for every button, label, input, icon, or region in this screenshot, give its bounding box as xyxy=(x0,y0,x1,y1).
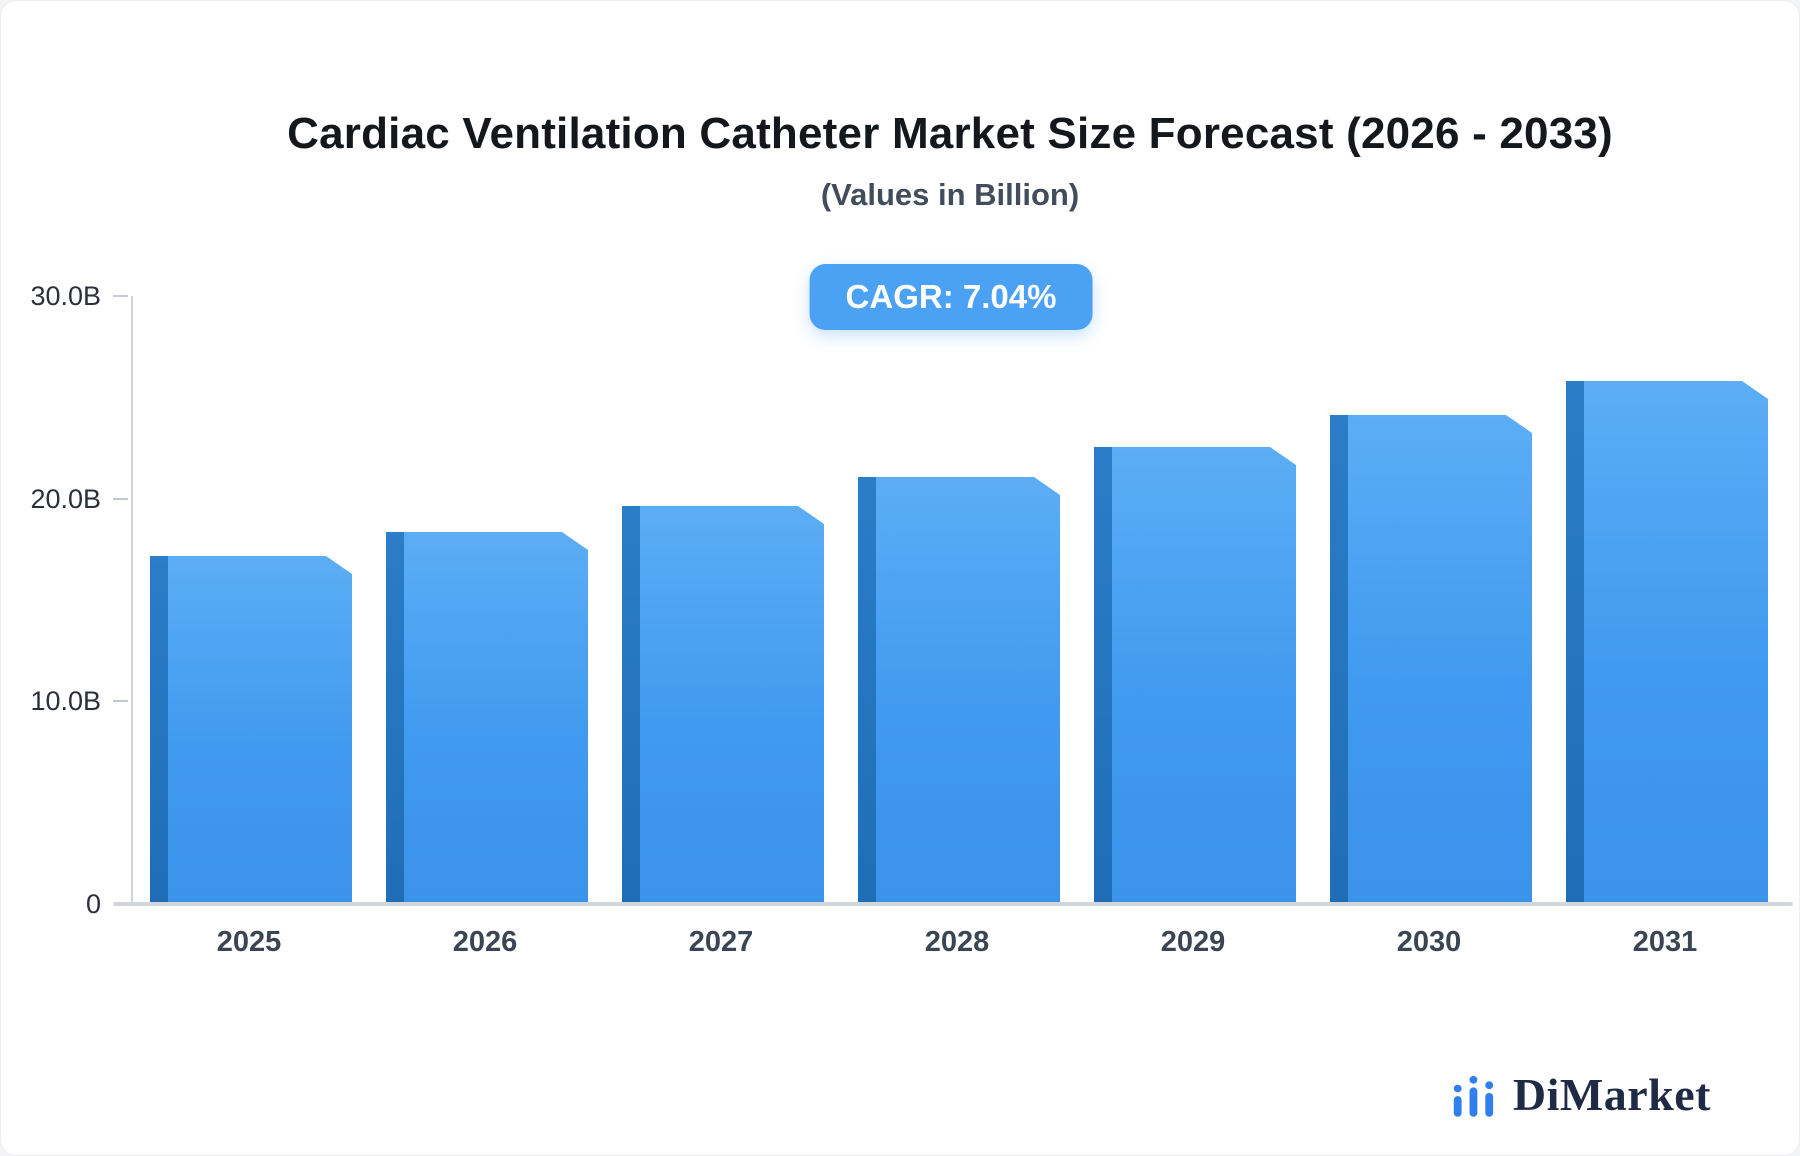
bar-2030: 24.11 B xyxy=(1330,415,1532,904)
bar-2027: 19.66 B xyxy=(622,506,824,904)
bar-columns: 17.16 B 18.37 B 19.66 B 21.05 B 22.53 B 24.11… xyxy=(133,296,1785,904)
bar-value-label: 18.37 B xyxy=(436,485,538,517)
x-axis-labels: 2025 2026 2027 2028 2029 2030 2031 xyxy=(131,926,1783,959)
x-axis-label: 2025 xyxy=(216,926,282,958)
bar-value-label: 19.66 B xyxy=(672,459,774,491)
cagr-badge: CAGR: 7.04% xyxy=(809,264,1093,330)
brand-name: DiMarket xyxy=(1512,1069,1711,1120)
bar-2025: 17.16 B xyxy=(150,556,352,904)
bar-column: 24.11 B xyxy=(1313,296,1549,904)
chart-title: Cardiac Ventilation Catheter Market Size… xyxy=(287,109,1613,158)
chart-subtitle: (Values in Billion) xyxy=(820,177,1080,212)
x-axis-line xyxy=(113,902,1793,906)
x-axis-label: 2026 xyxy=(452,926,518,958)
bar-2028: 21.05 B xyxy=(858,477,1060,904)
bar-column: 21.05 B xyxy=(841,296,1077,904)
plot-area: 17.16 B 18.37 B 19.66 B 21.05 B 22.53 B 24.11… xyxy=(131,296,1785,904)
y-axis-tick xyxy=(113,498,128,500)
bar-value-label: 21.05 B xyxy=(908,430,1010,462)
y-axis-tick xyxy=(113,700,128,702)
bar-value-label: 25.81 B xyxy=(1616,334,1718,366)
bar-2026: 18.37 B xyxy=(386,532,588,904)
bar-2031: 25.81 B xyxy=(1566,381,1768,904)
x-axis-label: 2030 xyxy=(1396,926,1462,958)
x-axis-label: 2027 xyxy=(688,926,754,958)
bar-value-label: 24.11 B xyxy=(1381,368,1481,400)
bar-column: 22.53 B xyxy=(1077,296,1313,904)
x-axis-label: 2031 xyxy=(1632,926,1698,958)
y-axis-label: 20.0B xyxy=(30,484,101,514)
bar-column: 19.66 B xyxy=(605,296,841,904)
bar-value-label: 17.16 B xyxy=(200,509,302,541)
bar-2029: 22.53 B xyxy=(1094,447,1296,904)
bar-column: 18.37 B xyxy=(369,296,605,904)
y-axis-label: 0 xyxy=(85,889,101,919)
bar-column: 17.16 B xyxy=(133,296,369,904)
x-axis-label: 2029 xyxy=(1160,926,1226,958)
x-axis-label: 2028 xyxy=(924,926,990,958)
y-axis-label: 30.0B xyxy=(30,281,101,311)
bar-column: 25.81 B xyxy=(1549,296,1785,904)
bar-chart-logo-icon xyxy=(1449,1070,1499,1120)
chart-header: Cardiac Ventilation Catheter Market Size… xyxy=(1,1,1799,213)
bar-chart: 30.0B 20.0B 10.0B 0 17.16 B 18.37 B 19.66 B 21… xyxy=(1,281,1799,1016)
y-axis-label: 10.0B xyxy=(30,686,101,716)
brand-logo: DiMarket xyxy=(1449,1068,1711,1121)
bar-value-label: 22.53 B xyxy=(1144,400,1246,432)
y-axis-tick xyxy=(113,295,128,297)
